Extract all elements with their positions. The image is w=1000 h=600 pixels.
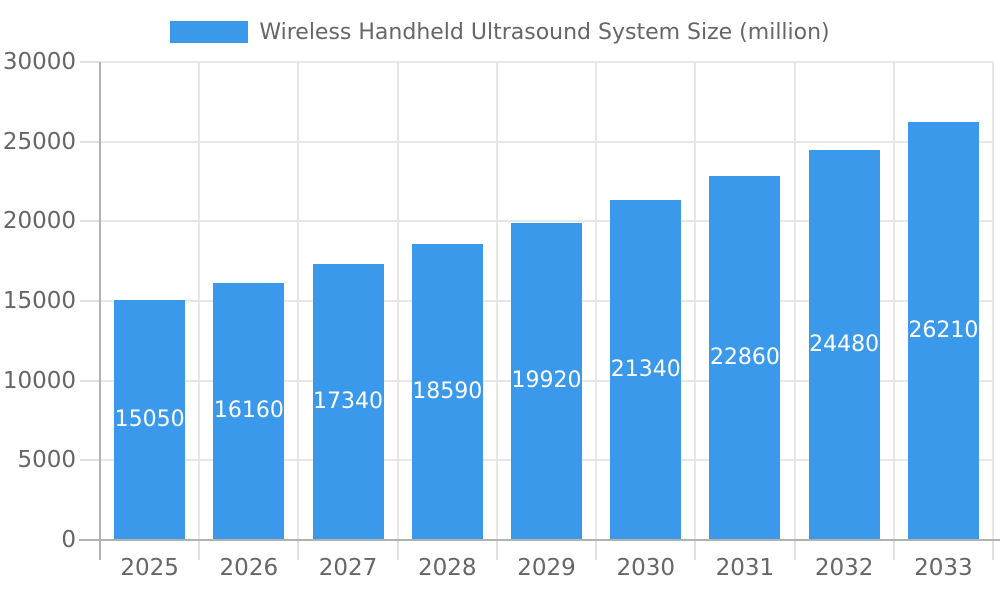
x-axis-label: 2032 xyxy=(814,555,874,581)
bar-2029[interactable] xyxy=(511,222,582,540)
x-axis-label: 2033 xyxy=(914,555,973,581)
y-axis-label: 20000 xyxy=(2,208,76,235)
y-axis-tick xyxy=(80,61,100,63)
legend-label: Wireless Handheld Ultrasound System Size… xyxy=(259,19,830,45)
x-axis-tick xyxy=(198,541,201,560)
x-axis-tick xyxy=(595,541,598,560)
y-axis-tick xyxy=(80,140,100,143)
bar-2028[interactable] xyxy=(411,243,483,540)
gridline-horizontal xyxy=(100,220,993,223)
legend-swatch-icon xyxy=(170,21,249,43)
bar-2033[interactable] xyxy=(907,122,979,540)
bar-2030[interactable] xyxy=(610,199,682,540)
x-axis-tick xyxy=(793,541,796,560)
gridline-horizontal xyxy=(100,61,993,63)
bar-2027[interactable] xyxy=(312,263,384,540)
bar-2032[interactable] xyxy=(808,149,880,540)
gridline-vertical xyxy=(892,62,895,540)
x-axis-label: 2029 xyxy=(517,555,576,581)
x-axis-tick xyxy=(495,541,498,560)
gridline-vertical xyxy=(793,62,796,540)
y-axis-tick xyxy=(80,379,100,382)
gridline-vertical xyxy=(694,62,697,540)
gridline-vertical xyxy=(495,62,498,540)
x-axis-tick xyxy=(892,541,895,560)
y-axis-label: 10000 xyxy=(2,367,76,394)
x-axis-line xyxy=(79,539,1000,541)
y-axis-tick xyxy=(80,459,100,462)
y-axis-label: 0 xyxy=(61,527,76,553)
x-axis-tick xyxy=(992,541,994,560)
gridline-vertical xyxy=(297,62,300,540)
gridline-vertical xyxy=(396,62,399,540)
x-axis-label: 2026 xyxy=(219,555,279,581)
x-axis-label: 2027 xyxy=(318,555,378,581)
gridline-vertical xyxy=(198,62,201,540)
y-axis-tick xyxy=(80,300,100,302)
y-axis-label: 25000 xyxy=(2,128,76,155)
bar-2031[interactable] xyxy=(709,175,781,540)
x-axis-label: 2031 xyxy=(715,555,775,581)
bar-2026[interactable] xyxy=(213,282,285,540)
x-axis-tick xyxy=(694,541,697,560)
gridline-vertical xyxy=(992,62,994,540)
y-axis-label: 5000 xyxy=(17,447,76,474)
y-axis-tick xyxy=(80,220,100,223)
x-axis-tick xyxy=(297,541,300,560)
x-axis-tick xyxy=(396,541,399,560)
chart-legend[interactable]: Wireless Handheld Ultrasound System Size… xyxy=(0,19,1000,45)
x-axis-label: 2030 xyxy=(616,555,675,581)
y-axis-line xyxy=(99,62,101,560)
gridline-vertical xyxy=(595,62,598,540)
x-axis-label: 2025 xyxy=(120,555,179,581)
bar-2025[interactable] xyxy=(114,300,186,540)
x-axis-label: 2028 xyxy=(417,555,477,581)
gridline-horizontal xyxy=(100,140,993,143)
y-axis-label: 15000 xyxy=(2,288,76,314)
y-axis-label: 30000 xyxy=(2,49,76,75)
